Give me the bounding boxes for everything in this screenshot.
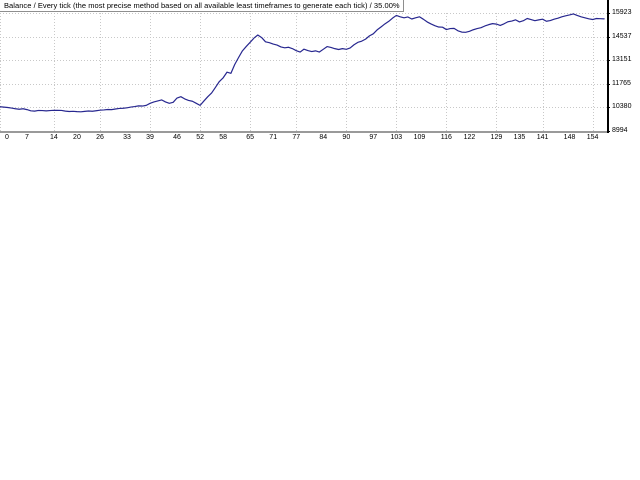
y-axis-tick-mark	[607, 84, 610, 85]
x-axis-tick-label: 141	[536, 134, 549, 141]
y-axis-tick-mark	[607, 37, 610, 38]
x-axis-tick-label: 148	[563, 134, 576, 141]
chart-plot-area	[0, 0, 608, 133]
y-axis-line	[607, 0, 609, 133]
x-axis-tick-label: 154	[586, 134, 599, 141]
x-axis-tick-label: 14	[49, 134, 58, 141]
y-axis-tick-label: 11765	[612, 79, 631, 87]
x-axis-tick-label: 7	[24, 134, 29, 141]
x-axis-tick-label: 77	[292, 134, 301, 141]
x-axis-tick-label: 109	[413, 134, 426, 141]
y-axis-tick-mark	[607, 107, 610, 108]
x-axis-tick-label: 135	[513, 134, 526, 141]
x-axis-tick-label: 33	[123, 134, 131, 141]
x-axis-tick-label: 97	[369, 134, 378, 141]
y-axis-tick-label: 8994	[612, 127, 628, 134]
x-axis-labels: 0 7 14 20 26 33 39 46 52 58 65 71 77 84 90 97 103 109 116 1…	[0, 133, 608, 145]
x-axis-tick-label: 65	[246, 134, 255, 141]
x-axis-tick-label: 26	[96, 134, 104, 141]
y-axis-tick-label: 15923	[612, 9, 632, 16]
x-axis-tick-label: 46	[173, 134, 181, 141]
x-axis-tick-label: 84	[319, 134, 328, 141]
y-axis-tick-label: 13151	[612, 56, 632, 64]
vertical-gridlines	[0, 13, 594, 131]
graph-title-box: Balance / Every tick (the most precise m…	[0, 0, 404, 12]
x-axis-tick-label: 103	[390, 134, 403, 141]
x-axis-tick-label: 0	[5, 134, 9, 141]
x-axis-tick-label: 39	[146, 134, 154, 141]
x-axis-line	[0, 131, 608, 133]
balance-curve	[0, 13, 605, 113]
graph-title: Balance / Every tick (the most precise m…	[4, 1, 400, 10]
x-axis-tick-label: 20	[73, 134, 81, 141]
x-axis-tick-label: 122	[463, 134, 476, 141]
y-axis-tick-label: 10380	[612, 103, 632, 111]
horizontal-gridlines	[0, 13, 608, 108]
y-axis-tick-mark	[607, 60, 610, 61]
y-axis-tick-mark	[607, 131, 610, 132]
balance-line-chart	[0, 13, 608, 131]
x-axis-tick-label: 52	[196, 134, 204, 141]
y-axis-tick-label: 14537	[612, 32, 632, 40]
x-axis-tick-label: 71	[269, 134, 278, 141]
y-axis-tick-mark	[607, 13, 610, 14]
x-axis-tick-label: 129	[490, 134, 503, 141]
x-axis-tick-label: 90	[342, 134, 351, 141]
y-axis-labels: 15923 14537 13151 11765 10380 8994	[607, 0, 640, 134]
x-axis-tick-label: 116	[440, 134, 452, 141]
x-axis-tick-label: 58	[219, 134, 228, 141]
